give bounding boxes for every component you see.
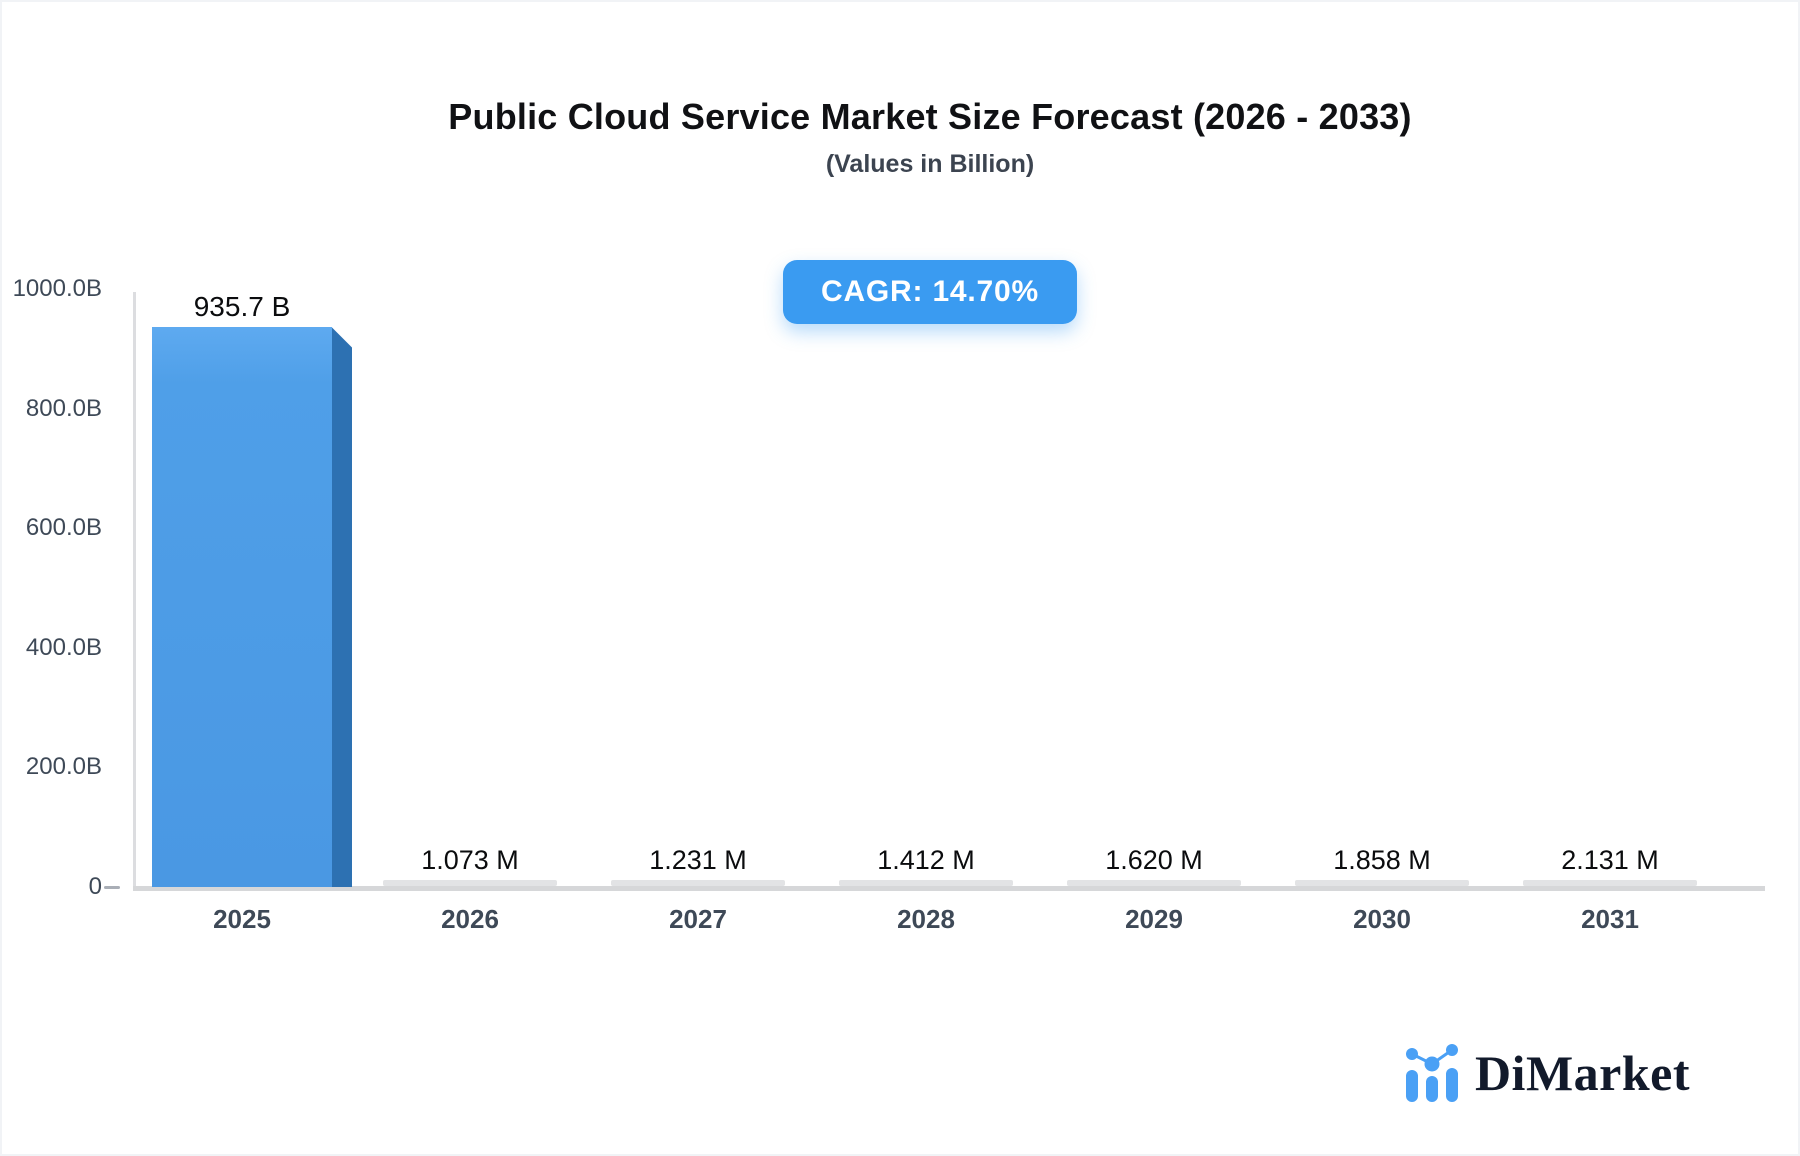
bar-value-label: 1.231 M — [649, 845, 747, 875]
chart-subtitle: (Values in Billion) — [825, 150, 1035, 178]
bar-value-label: 935.7 B — [193, 291, 291, 323]
x-axis-label: 2031 — [1581, 904, 1639, 934]
bar-value-label: 1.858 M — [1333, 845, 1431, 875]
y-axis-label: 400.0B — [25, 633, 102, 661]
bar-value-label: 1.620 M — [1105, 845, 1203, 875]
bar-2031 — [1523, 880, 1697, 886]
bar-2030 — [1295, 880, 1469, 886]
x-axis-label: 2026 — [441, 904, 499, 934]
x-axis-label: 2027 — [669, 904, 727, 934]
bar-value-label: 1.412 M — [877, 845, 975, 875]
brand-name: DiMarket — [1474, 1045, 1690, 1101]
bar-2026 — [383, 880, 557, 886]
y-axis-label: 200.0B — [25, 753, 102, 781]
brand-logo: DiMarket — [1403, 1040, 1690, 1106]
y-axis-label: 600.0B — [25, 514, 102, 542]
bar-side-2025 — [332, 327, 352, 887]
bar-2027 — [611, 880, 785, 886]
y-axis-label: 800.0B — [25, 394, 102, 422]
chart-title: Public Cloud Service Market Size Forecas… — [448, 96, 1412, 137]
x-axis-baseline — [133, 886, 1765, 891]
y-axis-label: 0 — [88, 873, 102, 900]
cagr-badge: CAGR: 14.70% — [782, 260, 1078, 324]
bar-2025 — [152, 327, 332, 887]
x-axis-label: 2030 — [1353, 904, 1411, 934]
bar-value-label: 2.131 M — [1561, 845, 1659, 875]
x-axis-label: 2028 — [897, 904, 955, 934]
y-axis-label: 1000.0B — [12, 275, 102, 302]
x-axis-label: 2029 — [1125, 904, 1183, 934]
y-axis-line — [133, 292, 136, 886]
bar-value-label: 1.073 M — [421, 845, 519, 875]
zero-tick-mark — [104, 886, 120, 889]
bar-2028 — [839, 880, 1013, 886]
bar-chart-trend-icon — [1405, 1044, 1458, 1102]
x-axis-label: 2025 — [213, 904, 271, 934]
bar-2029 — [1067, 880, 1241, 886]
